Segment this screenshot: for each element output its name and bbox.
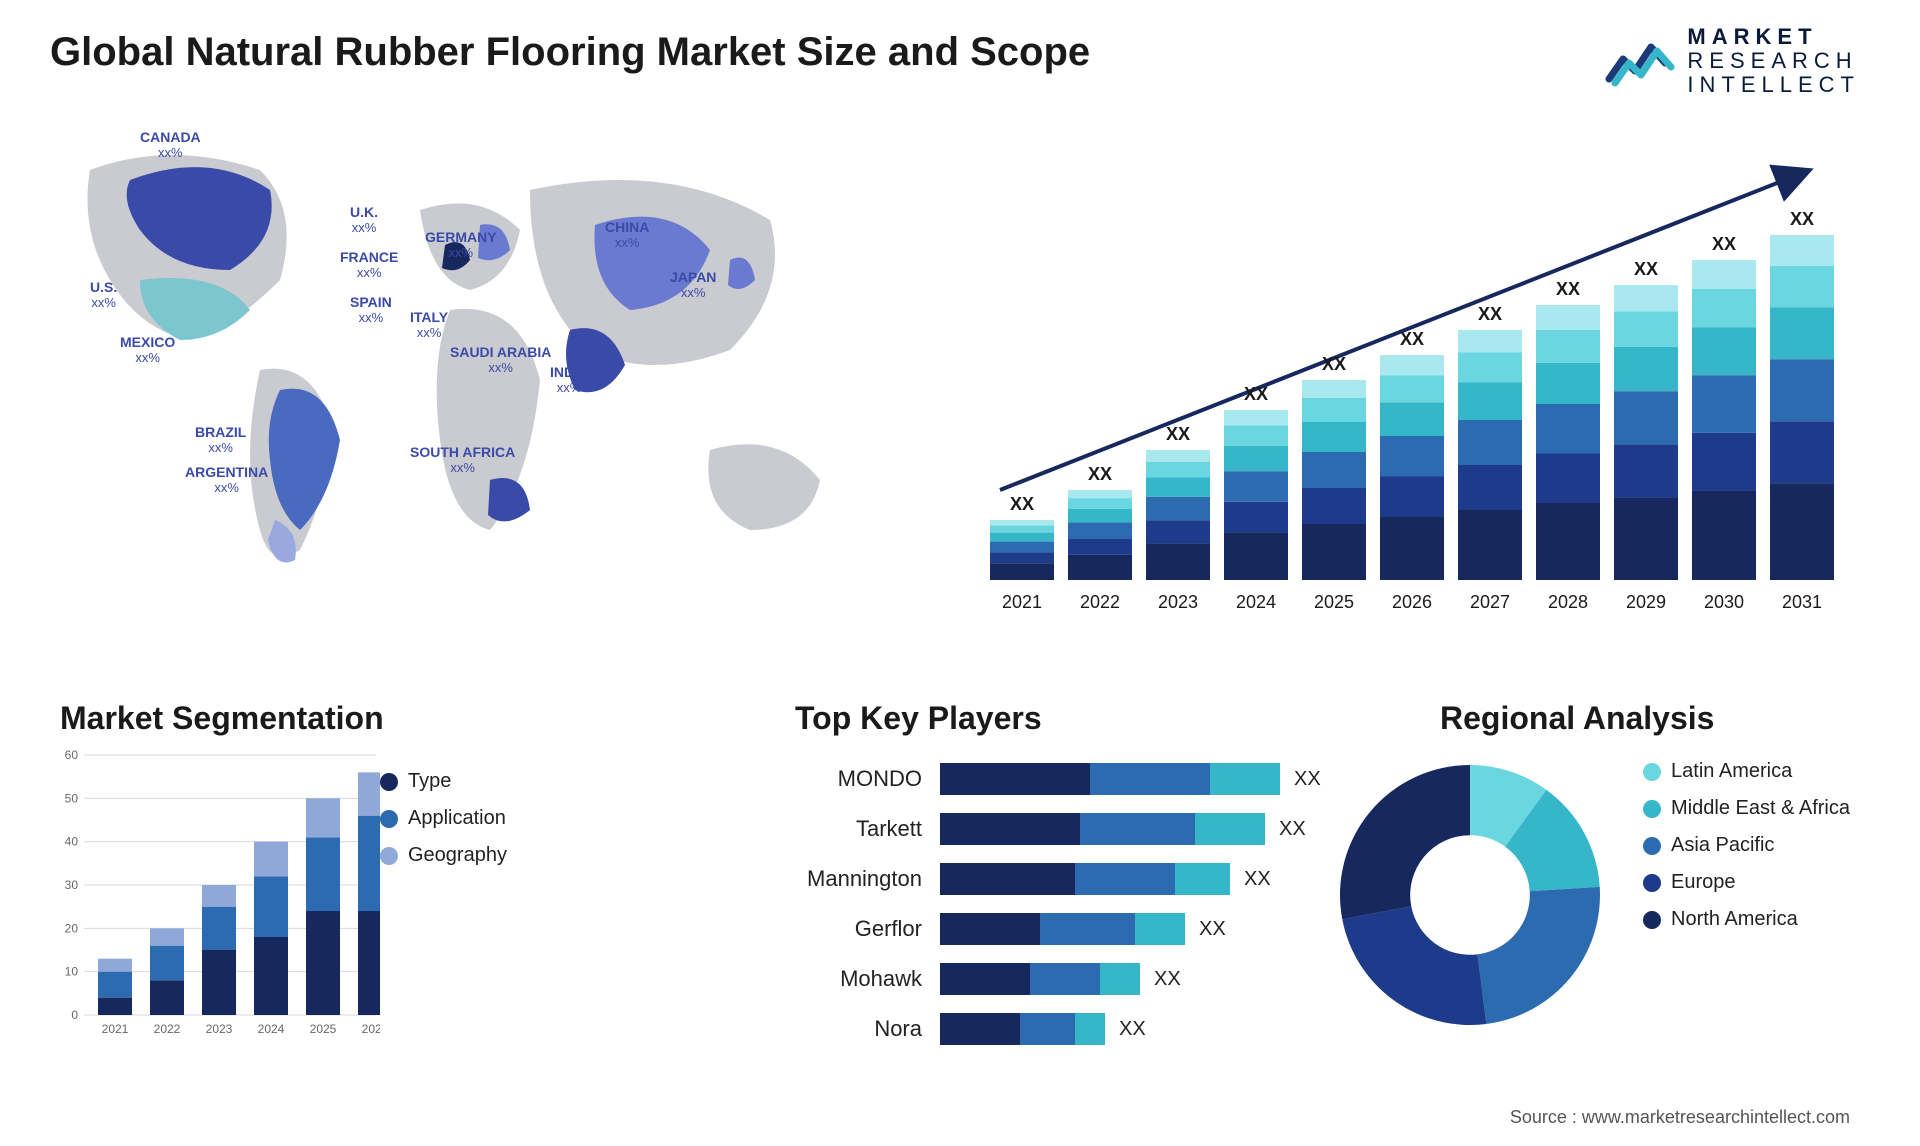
logo-word-2: RESEARCH [1687,49,1860,73]
player-bar [940,763,1280,795]
map-country-label: INDIAxx% [550,365,588,396]
svg-text:2025: 2025 [310,1022,337,1036]
svg-text:2026: 2026 [1392,592,1432,612]
svg-text:60: 60 [65,748,79,762]
regional-legend-item: Asia Pacific [1643,834,1850,857]
regional-legend-item: Latin America [1643,760,1850,783]
map-country-label: FRANCExx% [340,250,398,281]
map-country-label: CHINAxx% [605,220,649,251]
svg-text:10: 10 [65,965,79,979]
svg-text:XX: XX [1244,384,1268,404]
segmentation-heading: Market Segmentation [60,700,384,737]
svg-text:XX: XX [1400,329,1424,349]
svg-text:2022: 2022 [1080,592,1120,612]
map-country-label: ITALYxx% [410,310,448,341]
map-country-label: BRAZILxx% [195,425,246,456]
svg-text:20: 20 [65,921,79,935]
player-name: Mohawk [780,966,940,992]
player-bar [940,1013,1105,1045]
svg-text:2023: 2023 [206,1022,233,1036]
map-country-label: SAUDI ARABIAxx% [450,345,551,376]
svg-text:XX: XX [1790,209,1814,229]
map-country-label: U.S.xx% [90,280,117,311]
player-value: XX [1199,918,1226,941]
regional-heading: Regional Analysis [1440,700,1714,737]
svg-text:2024: 2024 [258,1022,285,1036]
svg-text:XX: XX [1322,354,1346,374]
map-country-label: SPAINxx% [350,295,392,326]
player-value: XX [1154,968,1181,991]
map-country-label: U.K.xx% [350,205,378,236]
player-name: Tarkett [780,816,940,842]
svg-text:2031: 2031 [1782,592,1822,612]
regional-legend: Latin America Middle East & Africa Asia Pa… [1643,760,1850,945]
svg-text:2027: 2027 [1470,592,1510,612]
svg-text:2029: 2029 [1626,592,1666,612]
svg-text:0: 0 [71,1008,78,1022]
player-bar [940,813,1265,845]
map-country-label: CANADAxx% [140,130,201,161]
svg-text:2025: 2025 [1314,592,1354,612]
svg-text:XX: XX [1166,424,1190,444]
logo-word-1: MARKET [1687,25,1860,49]
player-bar [940,913,1185,945]
source-footer: Source : www.marketresearchintellect.com [1510,1107,1850,1128]
svg-text:2028: 2028 [1548,592,1588,612]
svg-text:2030: 2030 [1704,592,1744,612]
map-country-label: GERMANYxx% [425,230,497,261]
player-name: MONDO [780,766,940,792]
svg-text:2022: 2022 [154,1022,181,1036]
players-heading: Top Key Players [795,700,1042,737]
logo-word-3: INTELLECT [1687,73,1860,97]
segmentation-legend-item: Geography [380,844,507,867]
logo-mark-icon [1605,31,1675,91]
player-value: XX [1119,1018,1146,1041]
svg-text:40: 40 [65,835,79,849]
player-bar [940,863,1230,895]
svg-text:2021: 2021 [102,1022,129,1036]
svg-text:XX: XX [1088,464,1112,484]
map-country-label: MEXICOxx% [120,335,175,366]
regional-legend-item: Europe [1643,871,1850,894]
brand-logo: MARKET RESEARCH INTELLECT [1605,25,1860,98]
player-name: Nora [780,1016,940,1042]
svg-text:XX: XX [1634,259,1658,279]
svg-text:XX: XX [1478,304,1502,324]
player-name: Mannington [780,866,940,892]
svg-text:2024: 2024 [1236,592,1276,612]
segmentation-legend-item: Application [380,807,507,830]
page-title: Global Natural Rubber Flooring Market Si… [50,30,1090,75]
svg-text:30: 30 [65,878,79,892]
player-value: XX [1294,768,1321,791]
svg-text:2023: 2023 [1158,592,1198,612]
world-map-panel: CANADAxx% U.S.xx%MEXICOxx% BRAZILxx% ARGENT… [50,130,920,610]
player-name: Gerflor [780,916,940,942]
svg-text:XX: XX [1556,279,1580,299]
svg-text:2021: 2021 [1002,592,1042,612]
regional-legend-item: Middle East & Africa [1643,797,1850,820]
map-country-label: SOUTH AFRICAxx% [410,445,515,476]
svg-text:XX: XX [1010,494,1034,514]
map-country-label: ARGENTINAxx% [185,465,268,496]
svg-text:XX: XX [1712,234,1736,254]
svg-text:2026: 2026 [362,1022,380,1036]
segmentation-legend-item: Type [380,770,507,793]
player-bar [940,963,1140,995]
player-value: XX [1279,818,1306,841]
svg-text:50: 50 [65,791,79,805]
segmentation-legend: Type Application Geography [380,770,507,881]
regional-legend-item: North America [1643,908,1850,931]
map-country-label: JAPANxx% [670,270,716,301]
player-value: XX [1244,868,1271,891]
growth-bar-chart: XX 2021 XX 2022 XX 2023 XX 2024 XX 2025 XX 2026 XX 20… [970,150,1850,630]
